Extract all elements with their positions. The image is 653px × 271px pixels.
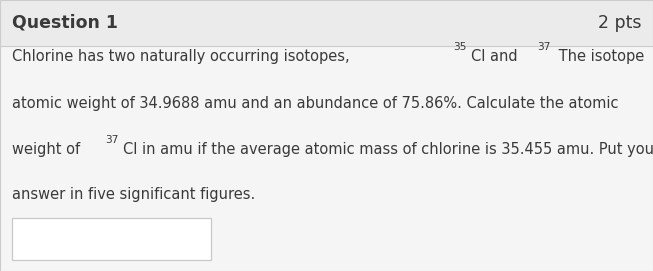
- Text: Chlorine has two naturally occurring isotopes,: Chlorine has two naturally occurring iso…: [12, 49, 354, 64]
- Text: The isotope: The isotope: [554, 49, 649, 64]
- Bar: [12, 218, 211, 260]
- Text: 37: 37: [106, 135, 119, 145]
- Bar: [0, 0, 653, 46]
- Text: Cl and: Cl and: [471, 49, 522, 64]
- Text: Question 1: Question 1: [12, 14, 118, 32]
- Text: Cl in amu if the average atomic mass of chlorine is 35.455 amu. Put your: Cl in amu if the average atomic mass of …: [123, 143, 653, 157]
- Text: 37: 37: [537, 41, 550, 51]
- Text: 35: 35: [453, 41, 467, 51]
- Text: answer in five significant figures.: answer in five significant figures.: [12, 187, 255, 202]
- Text: atomic weight of 34.9688 amu and an abundance of 75.86%. Calculate the atomic: atomic weight of 34.9688 amu and an abun…: [12, 96, 618, 111]
- Text: weight of: weight of: [12, 143, 84, 157]
- Text: 2 pts: 2 pts: [597, 14, 641, 32]
